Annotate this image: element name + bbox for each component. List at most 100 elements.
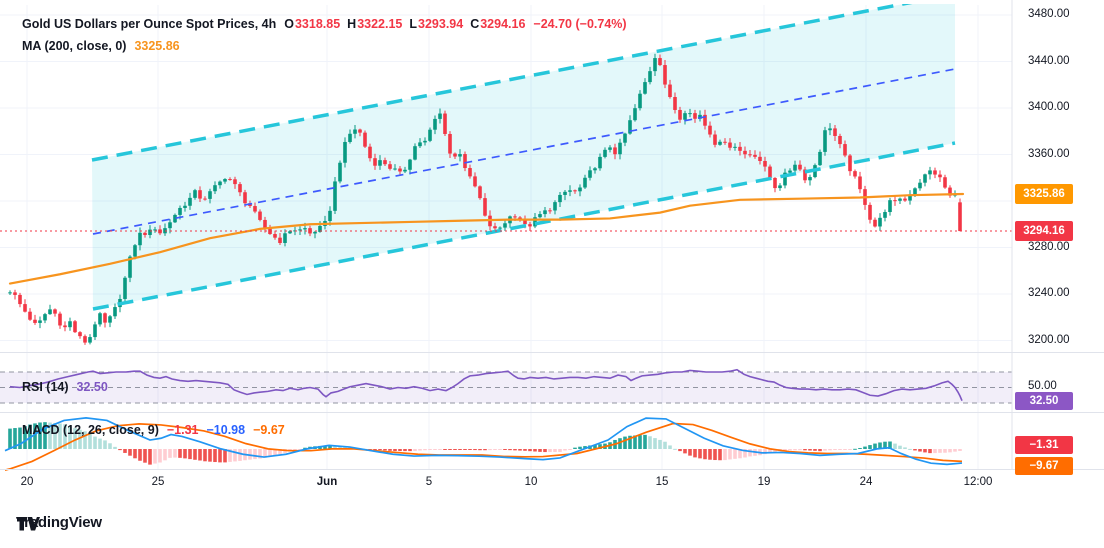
price-axis-label: 3240.00	[1028, 287, 1070, 299]
time-axis-label: 10	[524, 476, 538, 488]
macd-histogram-bar	[118, 449, 122, 451]
macd-histogram-bar	[933, 449, 937, 454]
macd-histogram-bar	[893, 443, 897, 449]
macd-histogram-bar	[103, 440, 107, 449]
rsi-pane	[0, 368, 1012, 404]
rsi-line[interactable]	[9, 368, 963, 401]
ohlc-values: O 3318.85 H 3322.15 L 3293.94 C 3294.16	[284, 17, 525, 31]
macd-histogram-bar	[688, 449, 692, 456]
macd-histogram-bar	[223, 449, 227, 463]
macd-histogram-bar	[128, 449, 132, 456]
macd-histogram-bar	[433, 449, 437, 450]
channel-midline[interactable]	[92, 68, 956, 235]
macd-histogram-bar	[958, 449, 962, 451]
channel-upper-line[interactable]	[91, 0, 924, 162]
macd-histogram-bar	[73, 428, 77, 449]
tradingview-logo-link[interactable]: TradingView	[16, 514, 102, 531]
macd-histogram-bar	[398, 449, 402, 452]
time-axis-label: 19	[757, 476, 771, 488]
macd-histogram-bar	[213, 449, 217, 463]
macd-histogram-bar	[878, 442, 882, 449]
macd-histogram-bar	[268, 449, 272, 457]
macd-histogram-bar	[523, 449, 527, 451]
macd-histogram-bar	[58, 423, 62, 449]
macd-histogram-bar	[788, 449, 792, 451]
macd-histogram-bar	[948, 449, 952, 453]
macd-histogram-bar	[558, 449, 562, 452]
time-axis[interactable]	[0, 470, 1104, 496]
macd-histogram-bar	[383, 449, 387, 451]
price-axis-label: 3440.00	[1028, 54, 1070, 67]
macd-histogram-bar	[578, 446, 582, 449]
macd-histogram-bar	[483, 449, 487, 451]
macd-histogram-bar	[538, 449, 542, 452]
last-price-badge: 3294.16	[1015, 221, 1073, 242]
macd-histogram-bar	[198, 449, 202, 461]
macd-histogram-bar	[823, 449, 827, 451]
rsi-axis-label: 50.00	[1028, 380, 1057, 392]
macd-histogram-bar	[493, 449, 497, 451]
macd-histogram-bar	[528, 449, 532, 452]
macd-histogram-bar	[923, 449, 927, 453]
macd-histogram-bar	[543, 449, 547, 453]
macd-histogram-bar	[333, 446, 337, 449]
macd-histogram-bar	[633, 435, 637, 449]
macd-histogram-bar	[793, 449, 797, 451]
channel-lower-line[interactable]	[92, 141, 956, 311]
time-axis-label: 25	[151, 476, 165, 488]
macd-histogram-bar	[408, 449, 412, 452]
macd-histogram-bar	[508, 449, 512, 451]
macd-histogram-bar	[68, 426, 72, 449]
macd-histogram-bar	[723, 449, 727, 461]
macd-histogram-bar	[693, 449, 697, 458]
macd-histogram-bar	[763, 449, 767, 455]
macd-histogram-bar	[883, 441, 887, 449]
tradingview-logo-icon	[17, 517, 40, 531]
candles	[8, 53, 962, 345]
macd-histogram-bar	[658, 439, 662, 449]
macd-histogram-bar	[278, 449, 282, 455]
macd-histogram-bar	[618, 438, 622, 449]
macd-histogram-bar	[173, 449, 177, 458]
macd-hist-badge: −1.31	[1015, 435, 1073, 454]
trend-channel-fill	[92, 4, 955, 309]
macd-histogram-bar	[53, 422, 57, 449]
macd-line[interactable]	[4, 417, 963, 466]
macd-histogram-bar	[583, 446, 587, 449]
macd-histogram-bar	[563, 449, 567, 451]
macd-histogram-bar	[273, 449, 277, 456]
macd-histogram-bar	[903, 447, 907, 449]
macd-histogram-bar	[678, 449, 682, 452]
symbol-legend: Gold US Dollars per Ounce Spot Prices, 4…	[22, 17, 627, 31]
macd-signal-value: −9.67	[253, 423, 285, 437]
macd-histogram-bar	[63, 424, 67, 449]
rsi-value-badge: 32.50	[1015, 391, 1073, 410]
time-axis-label: 12:00	[963, 476, 993, 488]
macd-histogram-bar	[123, 449, 127, 453]
change-value: −24.70 (−0.74%)	[533, 17, 627, 31]
time-axis-label: 15	[655, 476, 669, 488]
macd-histogram-bar	[153, 449, 157, 464]
ohlc-item: H 3322.15	[347, 17, 403, 31]
ma-price-badge: 3325.86	[1015, 184, 1073, 205]
macd-histogram-bar	[108, 443, 112, 449]
macd-histogram-bar	[748, 449, 752, 457]
macd-line-value: −10.98	[206, 423, 246, 437]
macd-histogram-bar	[768, 449, 772, 453]
macd-histogram-bar	[343, 446, 347, 449]
macd-histogram-bar	[438, 449, 442, 450]
ma200-line[interactable]	[8, 192, 965, 285]
macd-histogram-bar	[33, 423, 37, 449]
macd-histogram-bar	[448, 449, 452, 450]
macd-histogram-bar	[188, 449, 192, 460]
macd-histogram-bar	[638, 435, 642, 449]
macd-signal-line[interactable]	[4, 422, 963, 471]
macd-histogram-bar	[833, 449, 837, 451]
macd-histogram-bar	[178, 449, 182, 458]
macd-histogram-bar	[868, 445, 872, 449]
macd-histogram-bar	[808, 449, 812, 451]
macd-histogram-bar	[193, 449, 197, 460]
macd-histogram-bar	[853, 448, 857, 450]
